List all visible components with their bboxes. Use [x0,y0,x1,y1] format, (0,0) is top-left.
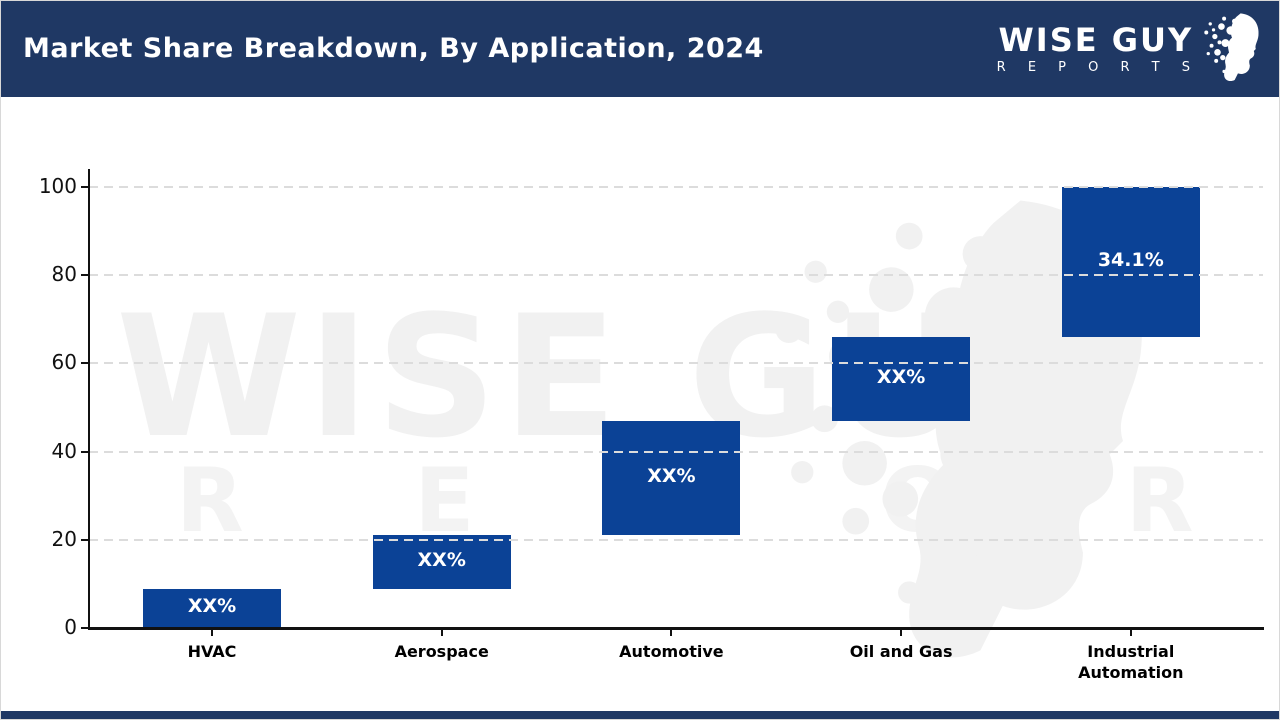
y-tickmark-0 [81,627,88,629]
face-dot [1018,220,1041,243]
y-tickmark-20 [81,538,88,541]
face-dot [842,507,870,535]
gridline-60 [89,362,1263,365]
gridline-40 [89,450,1263,453]
face-dot [924,287,983,346]
face-dot [775,316,803,343]
chart-title: Market Share Breakdown, By Application, … [23,33,764,64]
bar-aerospace [372,534,511,589]
face-dot [940,432,985,477]
bar-industrial-automation [1061,187,1200,338]
x-tickmark-1 [440,630,443,636]
y-tickmark-100 [81,186,88,188]
logo-text: WISE GUY R E P O R T S [993,23,1199,75]
y-ticklabel-80: 80 [51,262,77,287]
logo-subtitle: R E P O R T S [996,60,1199,75]
footer-bar [1,711,1279,719]
face-dot [1206,51,1210,56]
face-dot [842,441,887,486]
face-dot [1220,54,1226,61]
bar-automotive [602,421,741,535]
x-tickmark-0 [211,630,213,636]
y-axis-line [88,169,90,630]
face-dot [1204,30,1209,35]
face-dot [1228,47,1236,55]
face-dot [1240,46,1245,52]
x-tickmark-3 [900,630,903,636]
y-ticklabel-40: 40 [51,438,77,463]
face-dot [920,536,952,568]
bar-value-label: XX% [187,595,237,618]
bar-oil-and-gas [832,337,971,422]
face-dot [791,461,814,484]
bar-value-label: XX% [876,366,926,389]
x-tickmark-2 [670,630,673,636]
face-dot [1226,26,1235,35]
y-ticklabel-20: 20 [51,526,77,551]
x-ticklabel-0: HVAC [187,642,237,661]
face-dot [1233,57,1239,63]
y-ticklabel-100: 100 [38,174,77,198]
face-dot [804,260,827,283]
face-dot [1234,37,1241,44]
face-dot [940,592,968,620]
face-dot [1212,33,1218,40]
logo-wordmark: WISE GUY [998,21,1194,59]
face-dot [1228,71,1233,76]
x-ticklabel-4: Industrial Automation [1078,642,1184,682]
x-axis-line [88,627,1264,630]
x-tickmark-4 [1129,630,1132,636]
gridline-80 [89,274,1263,277]
face-dot [1222,16,1227,21]
y-ticklabel-60: 60 [51,350,77,375]
face-dot [960,554,983,577]
face-dot [971,498,1008,535]
face-dot [1237,25,1243,31]
bar-hvac [143,588,281,628]
face-dot [1225,63,1231,68]
x-ticklabel-3: Oil and Gas [849,642,953,661]
gridline-20 [89,538,1263,541]
face-dot [1232,18,1238,24]
header-bar: Market Share Breakdown, By Application, … [1,1,1279,97]
y-tickmark-80 [81,274,88,277]
face-dot [1208,22,1212,26]
face-dot [1211,28,1216,32]
face-dot [1214,58,1219,63]
bar-value-label: XX% [417,548,466,571]
face-dot [1018,425,1050,457]
face-dot [976,360,1021,406]
face-dot [1217,40,1222,45]
face-dot [1221,39,1230,48]
face-dot [882,481,919,517]
face-dot [1214,49,1221,56]
face-dot [895,222,923,250]
face-dot [811,405,838,433]
face-dot [998,280,1034,317]
logo-face-icon [1204,13,1259,82]
x-ticklabel-1: Aerospace [394,642,489,661]
face-dot [898,581,921,604]
bar-value-label: 34.1% [1097,249,1164,272]
bar-value-label: XX% [647,465,696,488]
y-tickmark-60 [81,362,88,365]
face-dot [962,236,999,272]
face-dot [826,300,850,323]
y-tickmark-40 [81,450,88,453]
wiseguy-logo: WISE GUY R E P O R T S [993,9,1267,89]
face-dot [1222,69,1226,74]
gridline-100 [89,186,1263,188]
face-dot [869,267,914,312]
face-dot [1240,16,1244,20]
x-ticklabel-2: Automotive [619,642,724,661]
face-dot [1218,23,1225,30]
face-dot [1231,65,1235,70]
face-dot [1209,43,1214,48]
y-ticklabel-0: 0 [64,615,77,639]
